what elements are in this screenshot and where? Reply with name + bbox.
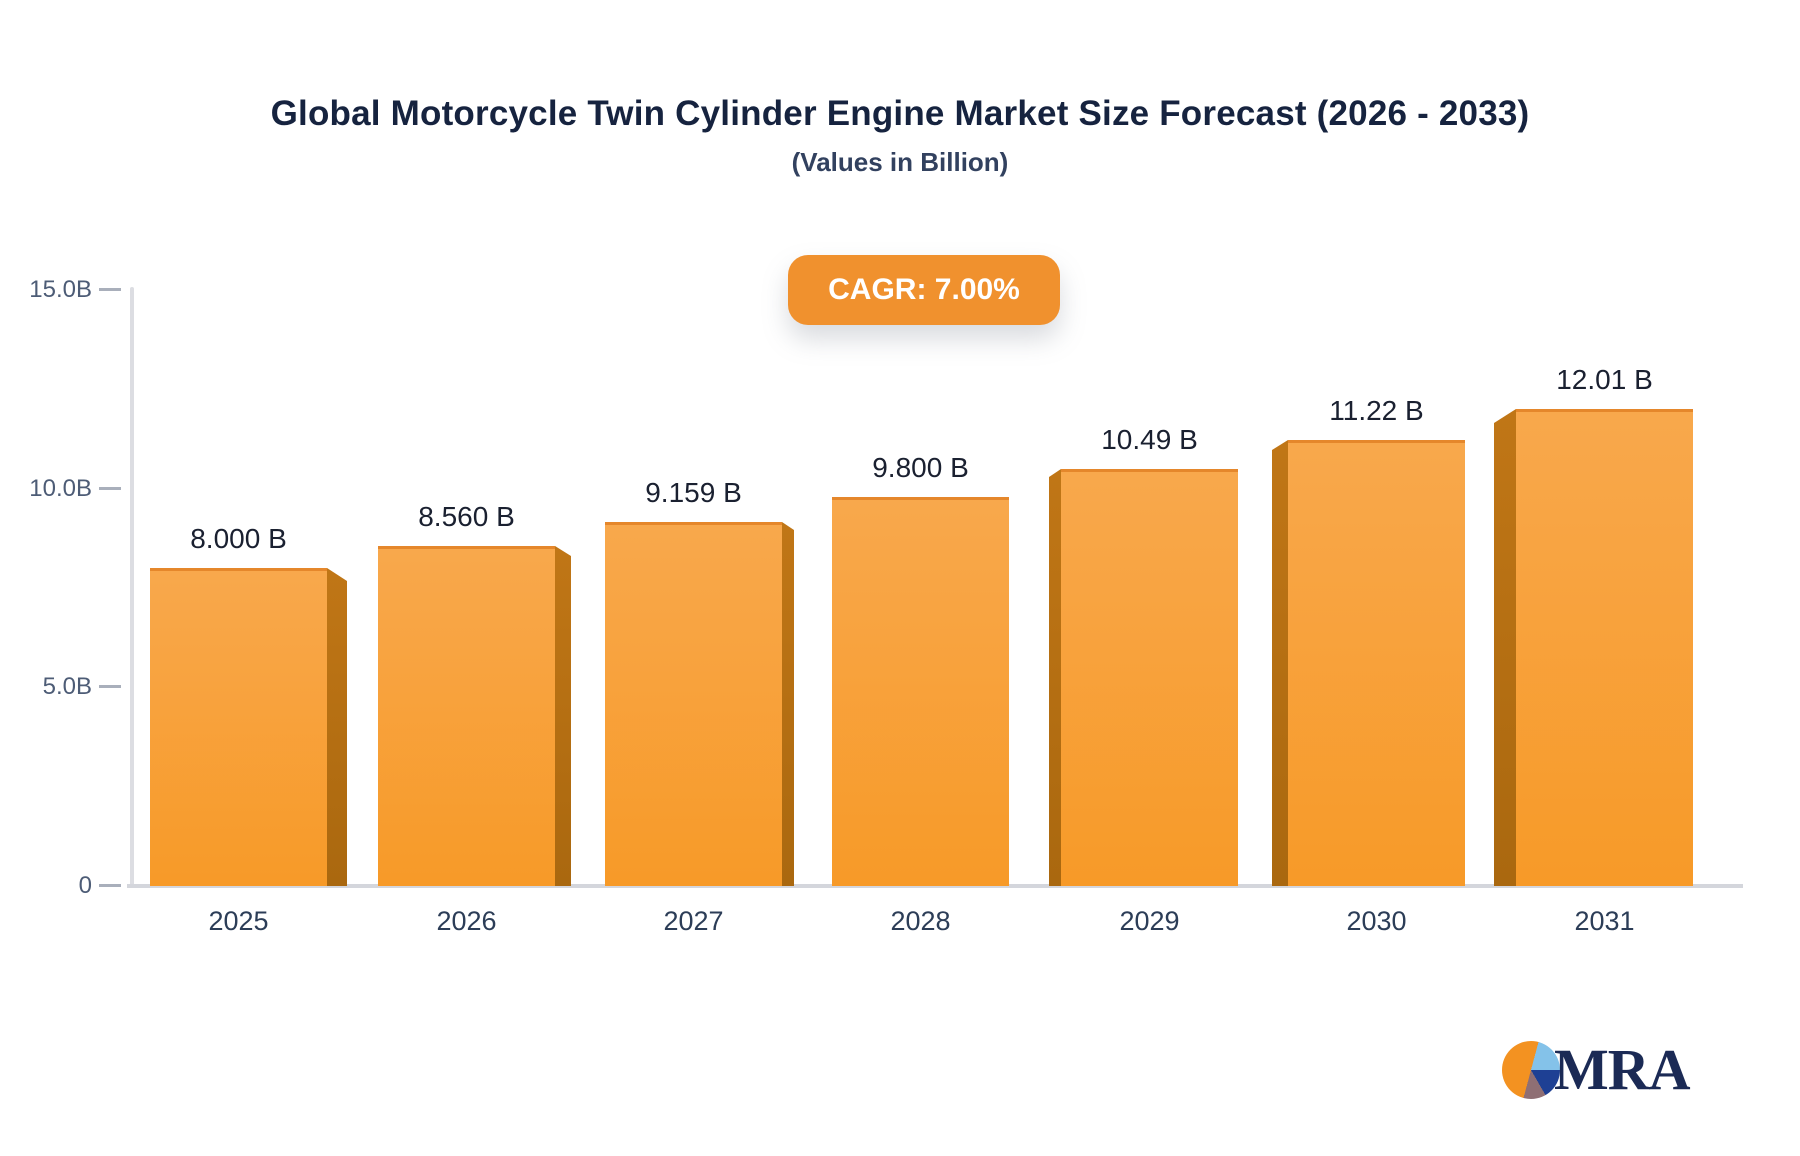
bar-3d-side <box>782 522 794 886</box>
bar-value-label: 11.22 B <box>1329 395 1424 426</box>
bar-3d-side <box>1494 409 1516 886</box>
bar <box>378 546 555 886</box>
bar-3d-side <box>327 568 347 886</box>
bar <box>150 568 327 886</box>
x-axis-line <box>127 884 1743 888</box>
y-axis-tick-label: 10.0B <box>29 474 92 502</box>
bar-value-label: 8.000 B <box>190 523 287 554</box>
x-axis-tick-label: 2026 <box>436 906 497 936</box>
chart-subtitle: (Values in Billion) <box>791 147 1009 177</box>
x-axis-tick-label: 2031 <box>1574 906 1635 936</box>
brand-name: MRA <box>1554 1037 1691 1102</box>
x-axis-tick-label: 2027 <box>663 906 724 936</box>
pie-chart-logo-icon <box>1502 1041 1560 1099</box>
bar-value-label: 9.159 B <box>645 477 742 508</box>
chart-title: Global Motorcycle Twin Cylinder Engine M… <box>270 94 1530 133</box>
cagr-badge: CAGR: 7.00% <box>788 255 1060 325</box>
y-axis-tick-label: 5.0B <box>42 673 92 701</box>
y-axis-line <box>130 287 134 888</box>
bar <box>832 497 1009 886</box>
x-axis-tick-label: 2028 <box>890 906 951 936</box>
y-axis-tick <box>99 685 121 689</box>
bar-value-label: 12.01 B <box>1556 364 1653 395</box>
bar-value-label: 10.49 B <box>1101 424 1198 455</box>
x-axis-tick-label: 2025 <box>208 906 269 936</box>
bar-value-label: 9.800 B <box>872 452 969 483</box>
x-axis-tick-label: 2030 <box>1346 906 1407 936</box>
y-axis-tick-label: 0 <box>78 872 92 899</box>
bar-value-label: 8.560 B <box>418 501 515 532</box>
y-axis-tick <box>99 486 121 490</box>
bar <box>1288 440 1465 886</box>
y-axis-tick-label: 15.0B <box>29 276 92 304</box>
y-axis-tick <box>99 884 121 887</box>
bar <box>605 522 782 886</box>
bar-3d-side <box>1049 469 1061 886</box>
bar-3d-side <box>1272 440 1288 886</box>
bar-3d-side <box>555 546 571 886</box>
bar <box>1061 469 1238 886</box>
y-axis-tick <box>99 288 121 292</box>
bar <box>1516 409 1693 886</box>
x-axis-tick-label: 2029 <box>1119 906 1180 936</box>
brand-logo: MRA <box>1502 1037 1691 1102</box>
